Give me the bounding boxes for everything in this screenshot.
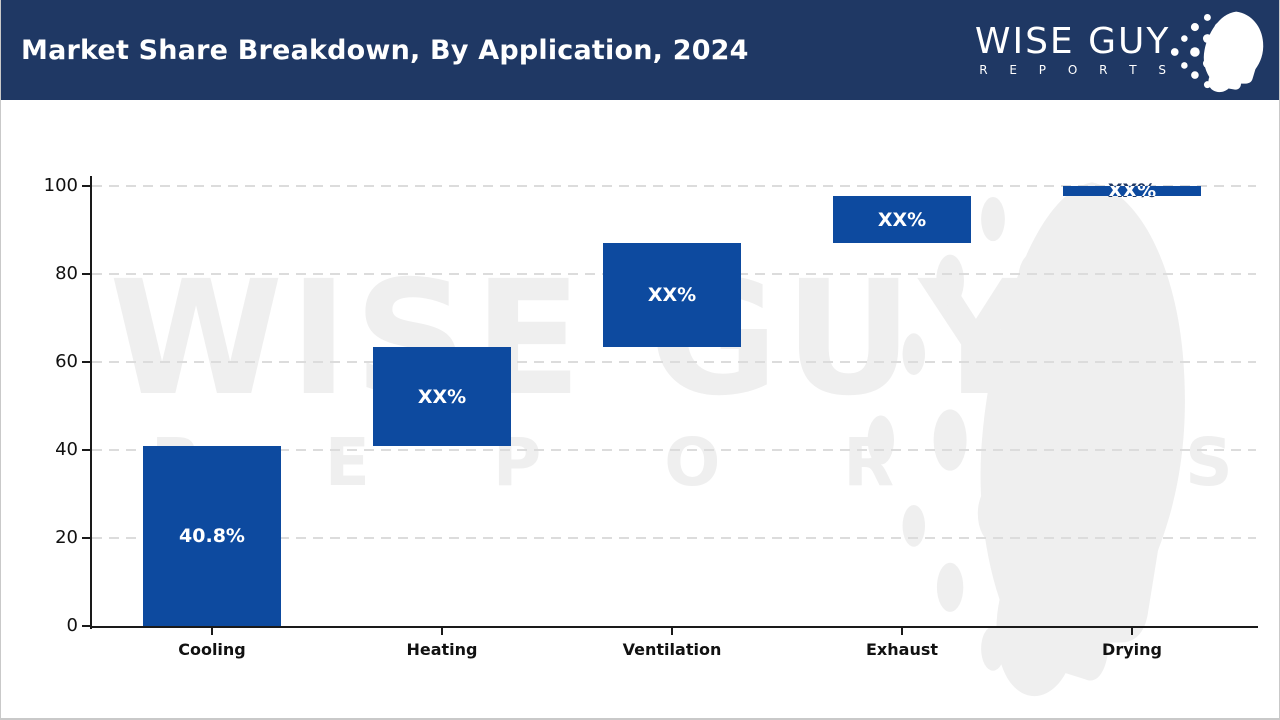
bar-drying: XX% [1063, 186, 1201, 197]
gridline [92, 537, 1256, 539]
x-tick-mark [901, 628, 903, 635]
x-tick-mark [211, 628, 213, 635]
y-tick-mark [82, 361, 90, 363]
y-tick-label: 100 [43, 175, 78, 196]
brand-name: WISE GUY [974, 20, 1171, 62]
y-tick-mark [82, 537, 90, 539]
category-label-cooling: Cooling [178, 640, 246, 659]
brand-logo-text: WISE GUY R E P O R T S [970, 20, 1175, 77]
bar-value-label: XX% [877, 208, 927, 231]
head-profile-icon [1170, 11, 1264, 93]
y-tick-mark [82, 185, 90, 187]
category-label-ventilation: Ventilation [622, 640, 722, 659]
chart-title: Market Share Breakdown, By Application, … [21, 34, 749, 66]
header-bar: Market Share Breakdown, By Application, … [1, 0, 1279, 100]
bar-value-label: XX% [417, 385, 467, 408]
bar-heating: XX% [373, 346, 511, 447]
x-axis-line [90, 626, 1258, 628]
waterfall-chart: 02040608010040.8%40.8%CoolingXX%XX%Heati… [1, 100, 1279, 718]
y-tick-label: 60 [55, 351, 78, 372]
category-label-exhaust: Exhaust [866, 640, 938, 659]
x-tick-mark [671, 628, 673, 635]
y-tick-mark [82, 625, 90, 627]
y-tick-label: 0 [66, 615, 78, 636]
y-tick-mark [82, 273, 90, 275]
bar-cooling: 40.8% [143, 446, 281, 626]
gridline [92, 361, 1256, 363]
y-axis-line [90, 176, 92, 629]
category-label-heating: Heating [406, 640, 478, 659]
y-tick-label: 80 [55, 263, 78, 284]
y-tick-label: 20 [55, 527, 78, 548]
bar-value-label: XX% [1108, 186, 1156, 196]
brand-logo: WISE GUY R E P O R T S [970, 0, 1265, 100]
bar-ventilation: XX% [603, 243, 741, 347]
brand-subname: R E P O R T S [979, 62, 1175, 77]
x-tick-mark [441, 628, 443, 635]
category-label-drying: Drying [1102, 640, 1162, 659]
bar-value-label: XX% [647, 283, 697, 306]
y-tick-mark [82, 449, 90, 451]
bar-exhaust: XX% [833, 196, 971, 244]
y-tick-label: 40 [55, 439, 78, 460]
bar-value-label: 40.8% [179, 525, 245, 548]
gridline [92, 449, 1256, 451]
x-tick-mark [1131, 628, 1133, 635]
gridline [92, 185, 1256, 187]
